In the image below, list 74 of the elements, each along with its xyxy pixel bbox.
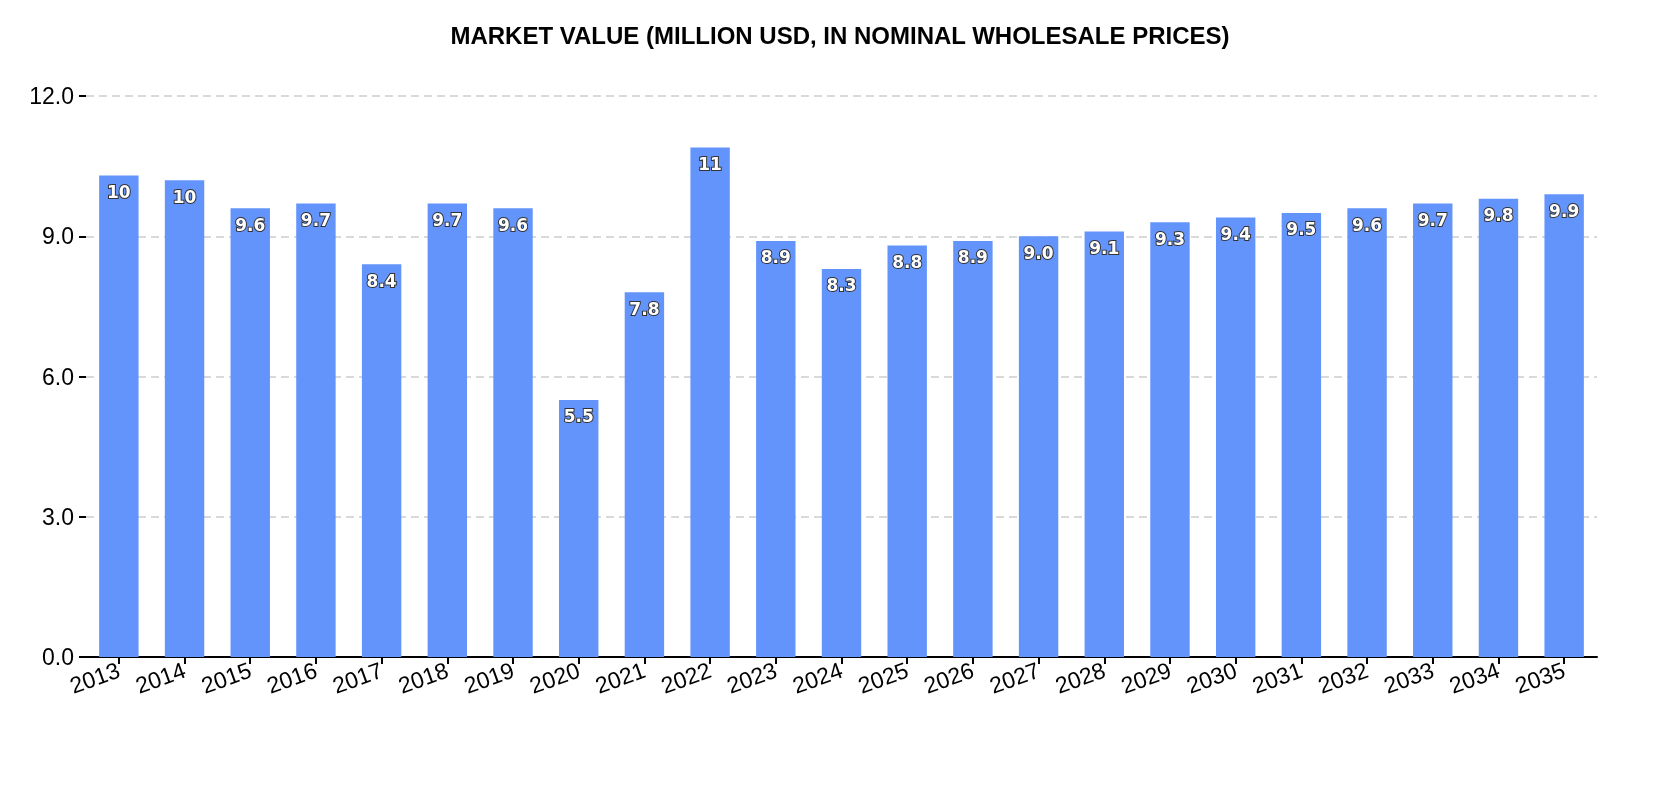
x-tick-label: 2022 — [657, 656, 715, 699]
y-tick-label: 0.0 — [42, 644, 74, 670]
x-tick-label: 2019 — [460, 656, 518, 699]
data-label: 9.7 — [300, 210, 331, 231]
x-tick-label: 2033 — [1380, 656, 1438, 699]
data-label: 8.9 — [760, 247, 791, 268]
data-label: 9.1 — [1089, 238, 1120, 259]
bar — [624, 292, 665, 657]
x-tick-label: 2018 — [394, 656, 452, 699]
x-tick-label: 2021 — [591, 656, 649, 699]
data-label: 9.6 — [497, 214, 529, 235]
bar — [230, 208, 270, 657]
bar — [821, 268, 862, 657]
x-tick-label: 2026 — [920, 656, 978, 699]
bar — [1347, 208, 1387, 657]
data-label: 9.8 — [1483, 205, 1514, 226]
y-tick-label: 3.0 — [42, 503, 74, 530]
chart-title: MARKET VALUE (MILLION USD, IN NOMINAL WHOLESALE PRICES) — [450, 21, 1230, 49]
data-label: 9.6 — [1352, 214, 1383, 235]
data-label: 8.4 — [366, 270, 397, 291]
x-tick-label: 2017 — [329, 656, 387, 699]
y-tick-label: 9.0 — [42, 223, 74, 250]
bar — [1544, 194, 1584, 657]
data-label: 8.9 — [957, 247, 988, 268]
x-tick-label: 2020 — [526, 656, 584, 699]
x-tick-label: 2024 — [788, 656, 847, 699]
x-tick-label: 2016 — [263, 656, 321, 699]
data-label: 9.3 — [1154, 228, 1186, 249]
bar — [427, 203, 468, 657]
y-tick-label: 12.0 — [29, 83, 74, 109]
data-label: 9.7 — [1417, 210, 1448, 231]
data-label: 10 — [172, 186, 197, 207]
bar — [1281, 212, 1322, 657]
x-tick-label: 2030 — [1183, 656, 1241, 699]
data-label: 9.9 — [1549, 200, 1580, 221]
bar — [99, 175, 139, 657]
bar — [756, 240, 796, 657]
x-tick-label: 2032 — [1314, 656, 1372, 699]
x-tick-label: 2014 — [132, 656, 190, 699]
bar — [1478, 198, 1519, 657]
bar — [887, 245, 927, 657]
x-tick-label: 2023 — [723, 656, 781, 699]
bar — [953, 240, 993, 657]
bar — [296, 203, 336, 657]
data-label: 5.5 — [563, 406, 594, 427]
data-label: 9.6 — [235, 214, 266, 235]
data-label: 9.7 — [432, 210, 463, 231]
data-label: 7.8 — [629, 298, 660, 319]
bar — [1413, 203, 1453, 657]
bar — [361, 264, 402, 657]
bar — [1084, 231, 1124, 657]
x-tick-label: 2025 — [854, 656, 912, 699]
data-label: 9.5 — [1286, 219, 1317, 240]
x-tick-label: 2035 — [1511, 656, 1569, 699]
bar — [1150, 222, 1190, 657]
data-label: 11 — [698, 153, 722, 174]
y-tick-label: 6.0 — [42, 363, 74, 390]
bar — [1018, 236, 1059, 657]
x-tick-label: 2031 — [1248, 656, 1306, 699]
data-label: 8.8 — [892, 252, 923, 273]
x-tick-label: 2015 — [197, 656, 255, 699]
bar — [1215, 217, 1256, 657]
x-tick-label: 2028 — [1051, 656, 1109, 699]
bar — [690, 147, 730, 657]
data-label: 9.4 — [1220, 224, 1251, 245]
x-tick-label: 2029 — [1117, 656, 1175, 699]
data-label: 10 — [107, 181, 131, 202]
bar — [493, 208, 533, 657]
bar — [164, 180, 205, 657]
x-tick-label: 2027 — [986, 656, 1044, 699]
bar — [559, 399, 599, 657]
data-label: 8.3 — [826, 275, 857, 296]
data-label: 9.0 — [1023, 242, 1054, 263]
x-tick-label: 2034 — [1445, 656, 1504, 699]
